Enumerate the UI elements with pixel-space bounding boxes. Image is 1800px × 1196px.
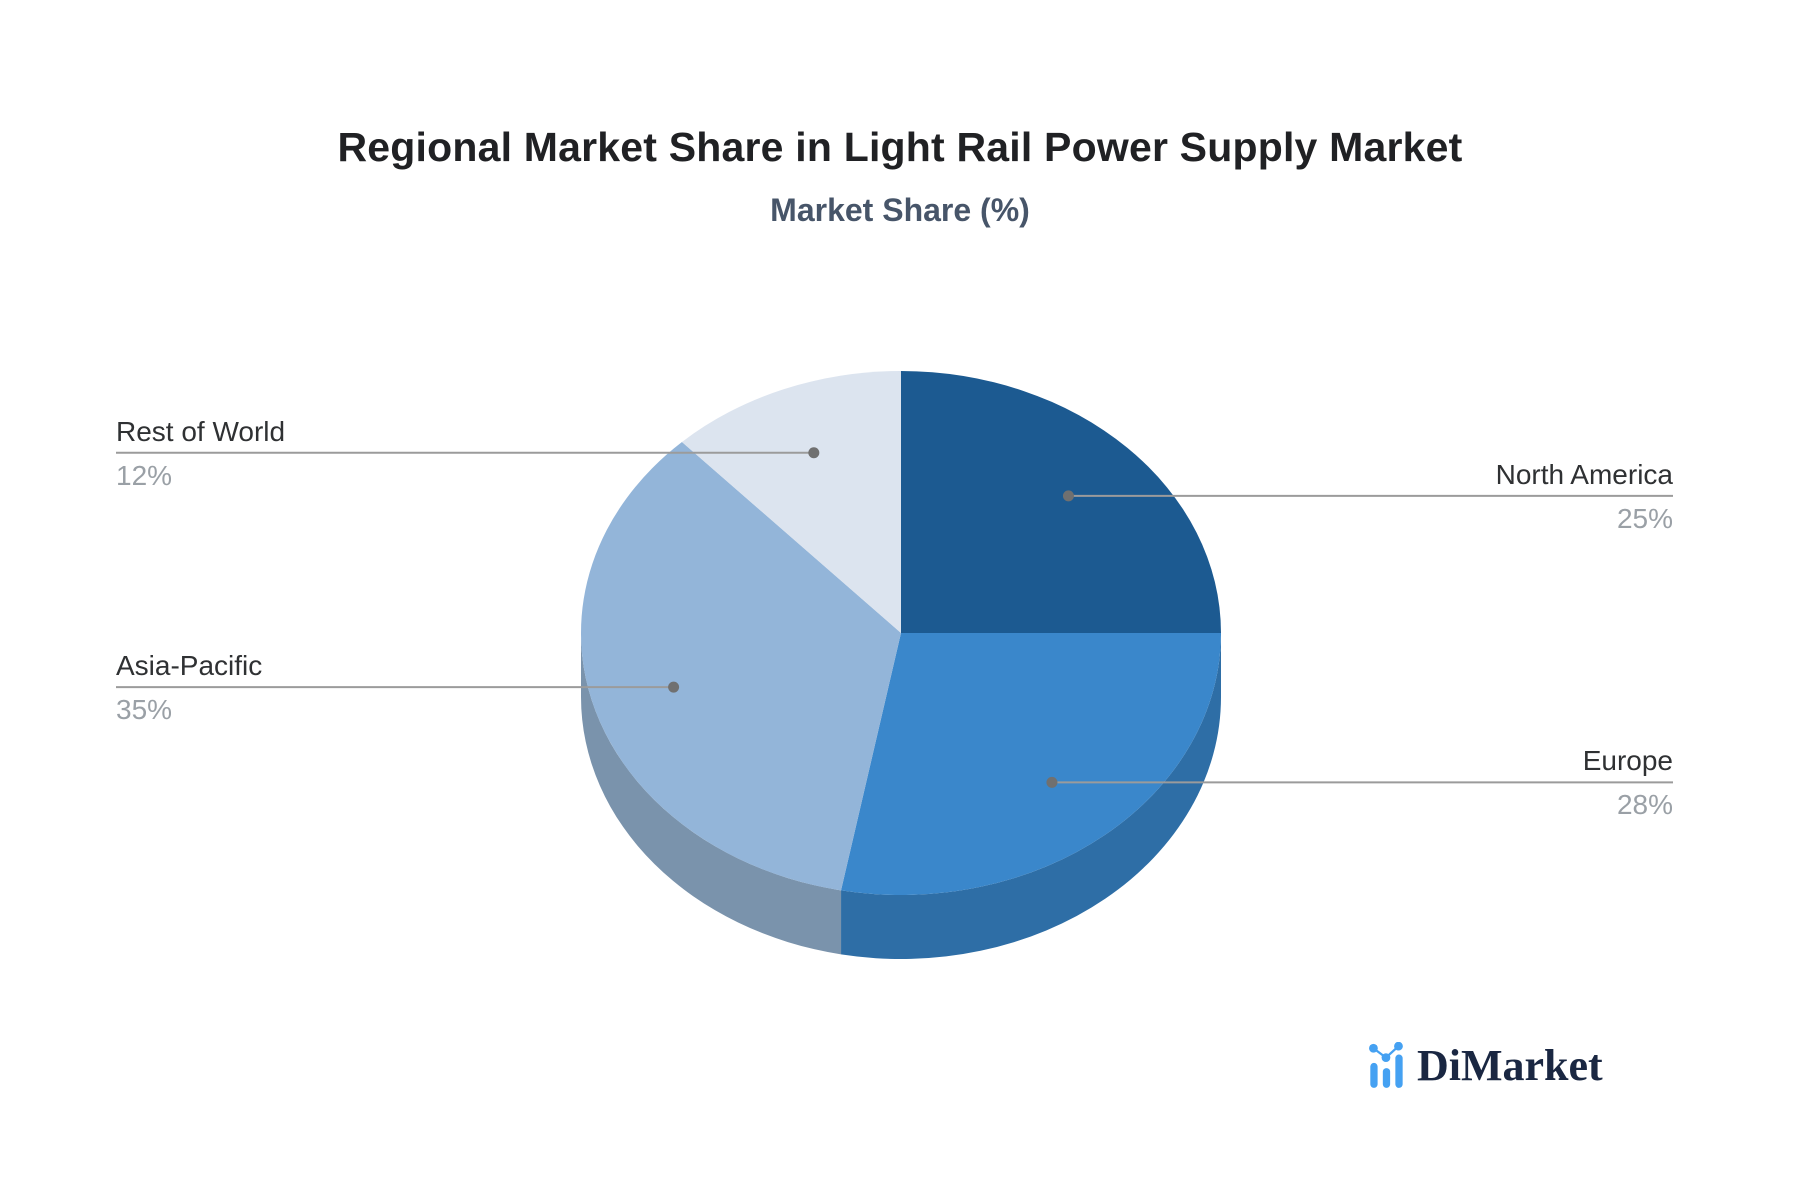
slice-percentage: 12% [116, 459, 173, 491]
slice-callout-asia-pacific: Asia-Pacific 35% [116, 649, 596, 727]
leader-dot [668, 681, 680, 693]
slice-label: Asia-Pacific [116, 650, 263, 682]
pie-slice-side-europe [841, 633, 1221, 959]
pie-slice-asia-pacific [581, 442, 901, 891]
pie-slice-north-america [901, 371, 1221, 633]
dimarket-logo: DiMarket [1368, 1042, 1603, 1090]
slice-percentage: 35% [116, 694, 173, 726]
slice-callout-europe: Europe 28% [1193, 744, 1673, 822]
slice-callout-rest-of-world: Rest of World 12% [116, 415, 596, 493]
pie-slice-side-asia-pacific [581, 633, 842, 955]
slice-percentage: 25% [1616, 502, 1673, 534]
slice-label: Rest of World [116, 415, 286, 447]
leader-dot [1062, 490, 1074, 502]
chart-subtitle: Market Share (%) [770, 192, 1030, 228]
slice-label: North America [1495, 458, 1673, 490]
bar-line-chart-icon [1369, 1042, 1403, 1088]
leader-dot [808, 447, 820, 459]
pie-slice-europe [841, 633, 1221, 895]
slice-callout-north-america: North America 25% [1193, 458, 1673, 536]
leader-dot [1046, 776, 1058, 788]
slice-label: Europe [1582, 745, 1673, 777]
chart-title: Regional Market Share in Light Rail Powe… [337, 124, 1463, 170]
logo-text: DiMarket [1417, 1041, 1603, 1090]
pie-slice-rest-of-world [681, 371, 901, 633]
slice-percentage: 28% [1616, 789, 1673, 821]
